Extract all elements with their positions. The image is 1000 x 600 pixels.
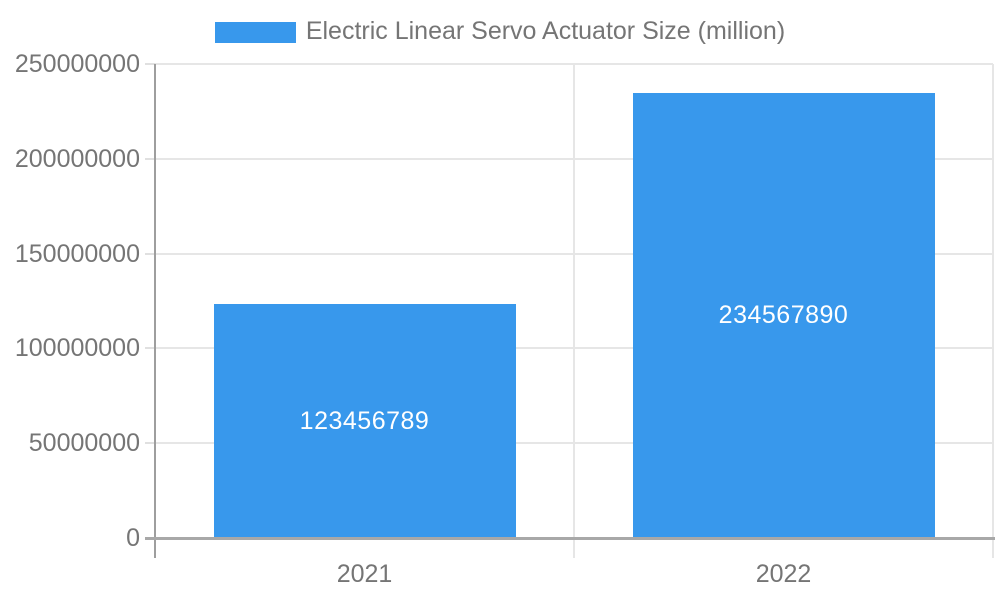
bar: 234567890 xyxy=(632,93,935,538)
x-axis-label: 2022 xyxy=(755,560,812,588)
plot-area: 123456789 234567890 xyxy=(145,63,995,558)
y-axis-line xyxy=(154,64,156,558)
bar: 123456789 xyxy=(213,304,516,538)
y-tick xyxy=(145,347,155,350)
x-baseline xyxy=(145,537,995,540)
y-axis-label: 150000000 xyxy=(14,239,140,268)
legend: Electric Linear Servo Actuator Size (mil… xyxy=(0,17,1000,47)
y-axis-label: 0 xyxy=(126,524,140,552)
legend-swatch xyxy=(214,21,296,43)
bar-value-label: 234567890 xyxy=(718,301,849,329)
y-axis-label: 250000000 xyxy=(14,50,140,78)
y-tick xyxy=(145,63,155,65)
y-axis-label: 200000000 xyxy=(14,144,140,173)
y-axis-label: 50000000 xyxy=(28,429,140,458)
legend-label: Electric Linear Servo Actuator Size (mil… xyxy=(305,17,786,46)
bar-value-label: 123456789 xyxy=(299,406,430,435)
y-axis-label: 100000000 xyxy=(14,334,140,363)
category-divider xyxy=(573,64,575,558)
y-tick xyxy=(145,442,155,445)
y-tick xyxy=(145,252,155,255)
category-divider xyxy=(992,64,994,558)
y-tick xyxy=(145,157,155,160)
x-axis-label: 2021 xyxy=(336,560,393,588)
